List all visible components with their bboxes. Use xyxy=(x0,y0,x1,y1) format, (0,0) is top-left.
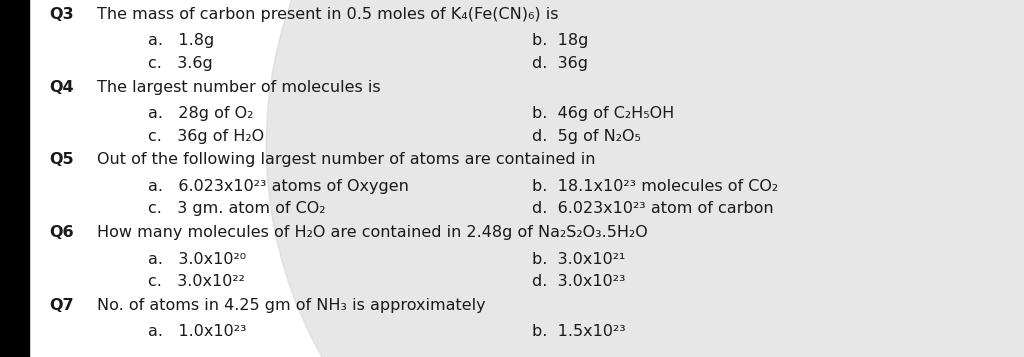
Text: b.  46g of C₂H₅OH: b. 46g of C₂H₅OH xyxy=(532,106,675,121)
Text: d.  36g: d. 36g xyxy=(532,56,589,71)
Text: d.  6.023x10²³ atom of carbon: d. 6.023x10²³ atom of carbon xyxy=(532,201,774,216)
Text: c.   3.6g: c. 3.6g xyxy=(148,56,213,71)
Text: Q6: Q6 xyxy=(49,225,74,240)
Text: The largest number of molecules is: The largest number of molecules is xyxy=(97,80,381,95)
Ellipse shape xyxy=(266,0,1024,357)
Text: The mass of carbon present in 0.5 moles of K₄(Fe(CN)₆) is: The mass of carbon present in 0.5 moles … xyxy=(97,7,559,22)
Text: Q7: Q7 xyxy=(49,298,74,313)
Text: d.  5g of N₂O₅: d. 5g of N₂O₅ xyxy=(532,129,641,144)
Text: b.  18g: b. 18g xyxy=(532,34,589,49)
Text: a.   1.0x10²³: a. 1.0x10²³ xyxy=(148,325,247,340)
Text: a.   6.023x10²³ atoms of Oxygen: a. 6.023x10²³ atoms of Oxygen xyxy=(148,179,410,194)
Text: a.   3.0x10²⁰: a. 3.0x10²⁰ xyxy=(148,252,247,267)
Text: c.   36g of H₂O: c. 36g of H₂O xyxy=(148,129,264,144)
Text: Q4: Q4 xyxy=(49,80,74,95)
Text: b.  1.5x10²³: b. 1.5x10²³ xyxy=(532,325,627,340)
Text: a.   1.8g: a. 1.8g xyxy=(148,34,215,49)
Text: How many molecules of H₂O are contained in 2.48g of Na₂S₂O₃.5H₂O: How many molecules of H₂O are contained … xyxy=(97,225,648,240)
Text: Out of the following largest number of atoms are contained in: Out of the following largest number of a… xyxy=(97,152,596,167)
Text: Q5: Q5 xyxy=(49,152,74,167)
Text: No. of atoms in 4.25 gm of NH₃ is approximately: No. of atoms in 4.25 gm of NH₃ is approx… xyxy=(97,298,486,313)
Text: Q3: Q3 xyxy=(49,7,74,22)
Text: b.  3.0x10²¹: b. 3.0x10²¹ xyxy=(532,252,626,267)
Bar xyxy=(0,0,29,357)
Text: b.  18.1x10²³ molecules of CO₂: b. 18.1x10²³ molecules of CO₂ xyxy=(532,179,778,194)
Text: c.   3.0x10²²: c. 3.0x10²² xyxy=(148,274,246,289)
Text: d.  3.0x10²³: d. 3.0x10²³ xyxy=(532,274,626,289)
Text: a.   28g of O₂: a. 28g of O₂ xyxy=(148,106,254,121)
Text: c.   3 gm. atom of CO₂: c. 3 gm. atom of CO₂ xyxy=(148,201,326,216)
